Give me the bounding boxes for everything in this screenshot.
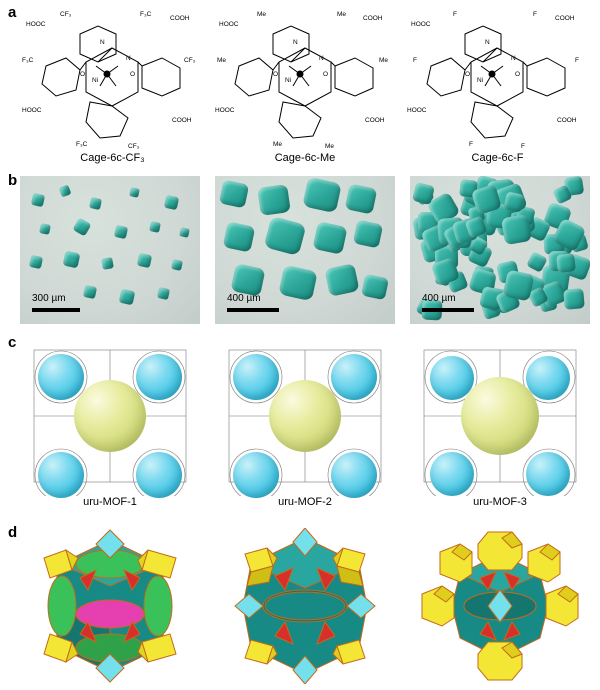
svg-text:HOOC: HOOC — [26, 21, 46, 28]
corner-pore-sphere — [136, 452, 182, 498]
scalebar — [32, 308, 80, 312]
svg-text:COOH: COOH — [363, 15, 383, 22]
panel-label-d: d — [8, 524, 17, 541]
svg-text:O: O — [515, 71, 520, 78]
tiling-3 — [410, 528, 590, 684]
corner-pore-sphere — [331, 452, 377, 498]
svg-text:Ni: Ni — [92, 77, 98, 84]
svg-text:O: O — [465, 71, 470, 78]
corner-pore-sphere — [331, 354, 377, 400]
chem-label-1: Cage-6c-CF₃ — [20, 152, 205, 164]
tiling-1 — [20, 528, 200, 684]
panel-label-a: a — [8, 4, 16, 21]
corner-pore-sphere — [526, 356, 570, 400]
svg-text:Ni: Ni — [477, 77, 483, 84]
svg-text:O: O — [323, 71, 328, 78]
panel-label-c: c — [8, 334, 16, 351]
center-pore-sphere — [74, 380, 146, 452]
svg-text:F: F — [453, 11, 457, 18]
scalebar-label: 400 µm — [227, 293, 261, 304]
micrograph-1: 300 µm — [20, 176, 200, 324]
svg-text:Me: Me — [337, 11, 346, 18]
mof-label-2: uru-MOF-2 — [215, 496, 395, 508]
svg-text:CF₃: CF₃ — [128, 143, 140, 150]
row-d — [20, 528, 590, 686]
corner-pore-sphere — [430, 452, 474, 496]
svg-text:COOH: COOH — [365, 117, 385, 124]
svg-text:N: N — [126, 55, 131, 62]
mof-label-1: uru-MOF-1 — [20, 496, 200, 508]
corner-pore-sphere — [430, 356, 474, 400]
svg-text:N: N — [485, 39, 490, 46]
svg-text:HOOC: HOOC — [219, 21, 239, 28]
chem-cage-6c-me: HOOC COOH HOOC COOH Me Me Me Me Me Me Ni N N O O… — [213, 6, 398, 166]
svg-text:Me: Me — [379, 57, 388, 64]
chem-label-2: Cage-6c-Me — [213, 152, 398, 164]
micrograph-3: 400 µm — [410, 176, 590, 324]
svg-text:N: N — [511, 55, 516, 62]
scalebar-label: 300 µm — [32, 293, 66, 304]
center-pore-sphere — [461, 377, 539, 455]
figure: a b c d — [0, 0, 600, 690]
svg-text:COOH: COOH — [172, 117, 192, 124]
svg-text:COOH: COOH — [555, 15, 575, 22]
chem-cage-6c-f: HOOC COOH HOOC COOH F F F F F F Ni N N O O Cage-… — [405, 6, 590, 166]
chem-structure-icon: HOOC COOH HOOC COOH F F F F F F Ni N N O O — [405, 6, 590, 151]
svg-text:F: F — [521, 143, 525, 150]
corner-pore-sphere — [38, 452, 84, 498]
corner-pore-sphere — [233, 452, 279, 498]
corner-pore-sphere — [38, 354, 84, 400]
corner-pore-sphere — [136, 354, 182, 400]
svg-text:N: N — [319, 55, 324, 62]
svg-text:F: F — [469, 141, 473, 148]
tiling-2 — [215, 528, 395, 684]
svg-text:N: N — [100, 39, 105, 46]
row-a: HOOC COOH HOOC COOH CF₃ F₃C F₃C CF₃ F₃C CF₃ N… — [20, 6, 590, 168]
mof-3: uru-MOF-3 — [410, 336, 590, 510]
svg-text:O: O — [130, 71, 135, 78]
scalebar — [422, 308, 474, 312]
svg-text:F₃C: F₃C — [76, 141, 88, 148]
svg-text:O: O — [80, 71, 85, 78]
svg-text:CF₃: CF₃ — [60, 11, 72, 18]
svg-text:Me: Me — [217, 57, 226, 64]
scalebar-label: 400 µm — [422, 293, 456, 304]
mof-label-3: uru-MOF-3 — [410, 496, 590, 508]
chem-structure-icon: HOOC COOH HOOC COOH CF₃ F₃C F₃C CF₃ F₃C CF₃ N… — [20, 6, 205, 151]
center-pore-sphere — [269, 380, 341, 452]
svg-text:Me: Me — [257, 11, 266, 18]
svg-text:F: F — [575, 57, 579, 64]
svg-text:Me: Me — [325, 143, 334, 150]
scalebar — [227, 308, 279, 312]
svg-text:F: F — [413, 57, 417, 64]
svg-text:HOOC: HOOC — [22, 107, 42, 114]
tiling-icon — [215, 528, 395, 684]
mof-2: uru-MOF-2 — [215, 336, 395, 510]
svg-text:Ni: Ni — [285, 77, 291, 84]
svg-text:N: N — [293, 39, 298, 46]
chem-cage-6c-cf3: HOOC COOH HOOC COOH CF₃ F₃C F₃C CF₃ F₃C CF₃ N… — [20, 6, 205, 166]
svg-text:F₃C: F₃C — [22, 57, 34, 64]
mof-1: uru-MOF-1 — [20, 336, 200, 510]
micrograph-2: 400 µm — [215, 176, 395, 324]
svg-text:COOH: COOH — [170, 15, 190, 22]
svg-text:COOH: COOH — [557, 117, 577, 124]
svg-text:HOOC: HOOC — [215, 107, 235, 114]
svg-text:F₃C: F₃C — [140, 11, 152, 18]
svg-text:HOOC: HOOC — [411, 21, 431, 28]
tiling-icon — [410, 528, 590, 684]
chem-label-3: Cage-6c-F — [405, 152, 590, 164]
svg-text:HOOC: HOOC — [407, 107, 427, 114]
svg-text:F: F — [533, 11, 537, 18]
row-b: 300 µm 400 µm — [20, 176, 590, 326]
tiling-icon — [20, 528, 200, 684]
svg-text:O: O — [273, 71, 278, 78]
corner-pore-sphere — [233, 354, 279, 400]
chem-structure-icon: HOOC COOH HOOC COOH Me Me Me Me Me Me Ni N N O O — [213, 6, 398, 151]
svg-text:CF₃: CF₃ — [184, 57, 196, 64]
svg-text:Me: Me — [273, 141, 282, 148]
row-c: uru-MOF-1 — [20, 336, 590, 512]
corner-pore-sphere — [526, 452, 570, 496]
panel-label-b: b — [8, 172, 17, 189]
